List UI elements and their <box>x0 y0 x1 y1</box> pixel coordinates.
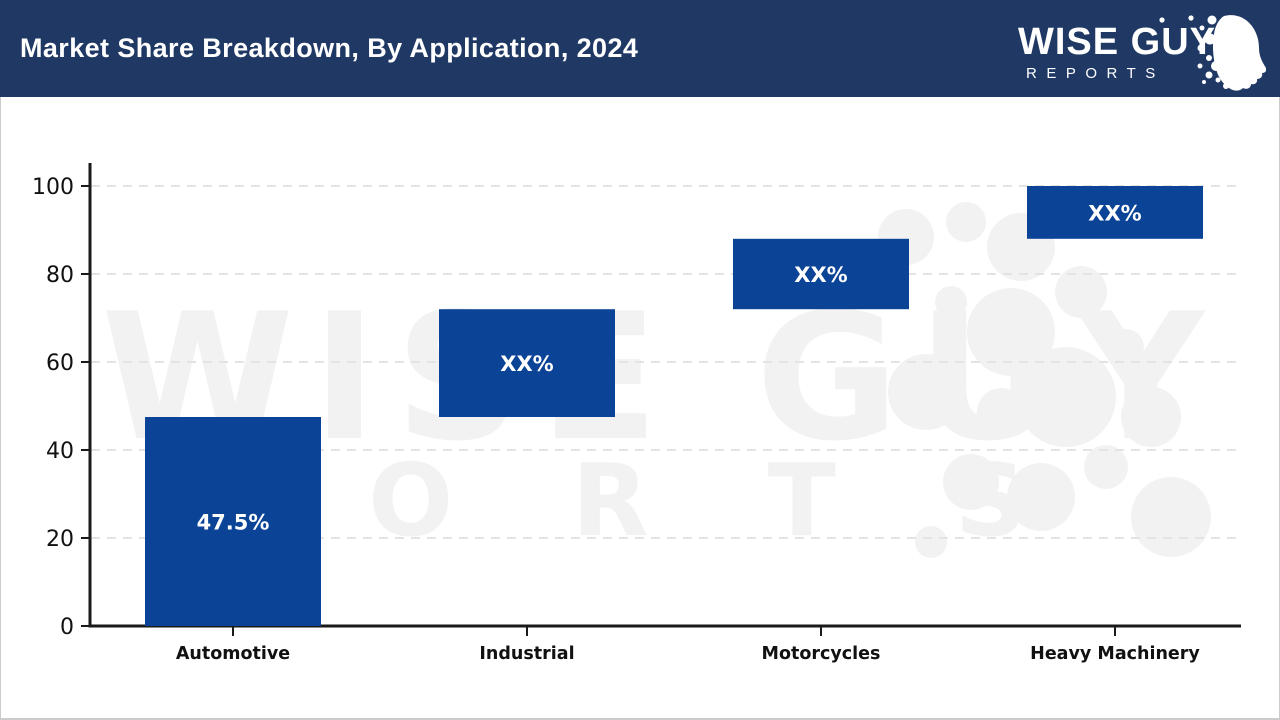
x-category-label: Motorcycles <box>762 644 881 664</box>
logo-head-icon <box>1197 14 1266 91</box>
watermark-dot <box>1131 477 1211 557</box>
watermark-dot <box>915 526 947 558</box>
watermark-dot <box>1007 463 1075 531</box>
bar-heavy-machinery <box>1027 186 1203 239</box>
bar-value-label: XX% <box>500 352 553 376</box>
logo-line2-text: REPORTS <box>1026 65 1165 82</box>
y-tick-label: 0 <box>60 615 74 640</box>
watermark-dot <box>943 454 999 510</box>
watermark-dot <box>935 286 967 318</box>
y-tick-label: 100 <box>32 175 74 200</box>
y-tick-label: 20 <box>46 527 74 552</box>
watermark-dot <box>1084 445 1128 489</box>
y-tick-label: 40 <box>46 439 74 464</box>
logo-line1-text: WISE GUY <box>1018 21 1216 63</box>
watermark-dot <box>1121 387 1181 447</box>
header-band: Market Share Breakdown, By Application, … <box>0 0 1280 97</box>
watermark-dot <box>1055 266 1107 318</box>
brand-logo: WISE GUY REPORTS <box>1016 6 1266 92</box>
watermark-dot <box>1108 329 1144 365</box>
bar-value-label: XX% <box>794 263 847 287</box>
bar-automotive <box>145 417 321 626</box>
chart-area: 0 20 40 60 80 100 47.5% Automotive XX% Industrial… <box>32 163 1241 664</box>
y-tick-label: 80 <box>46 263 74 288</box>
y-tick-label: 60 <box>46 351 74 376</box>
bar-motorcycles <box>733 238 909 310</box>
watermark-dot <box>888 354 964 430</box>
bar-value-label: XX% <box>1088 201 1141 225</box>
x-category-label: Automotive <box>176 644 290 664</box>
bar-value-label: 47.5% <box>197 511 270 535</box>
bar-industrial <box>439 309 615 417</box>
watermark-dot <box>946 202 986 242</box>
wise-guy-logo-graphic: WISE GUY REPORTS <box>1018 14 1266 91</box>
page-title: Market Share Breakdown, By Application, … <box>20 33 639 63</box>
x-category-label: Heavy Machinery <box>1030 644 1200 664</box>
watermark-dot <box>1016 347 1116 447</box>
x-category-label: Industrial <box>479 644 574 664</box>
chart-content: WISE GUY P O R T S 0 20 40 60 80 100 47.5% Auto… <box>0 97 1280 720</box>
